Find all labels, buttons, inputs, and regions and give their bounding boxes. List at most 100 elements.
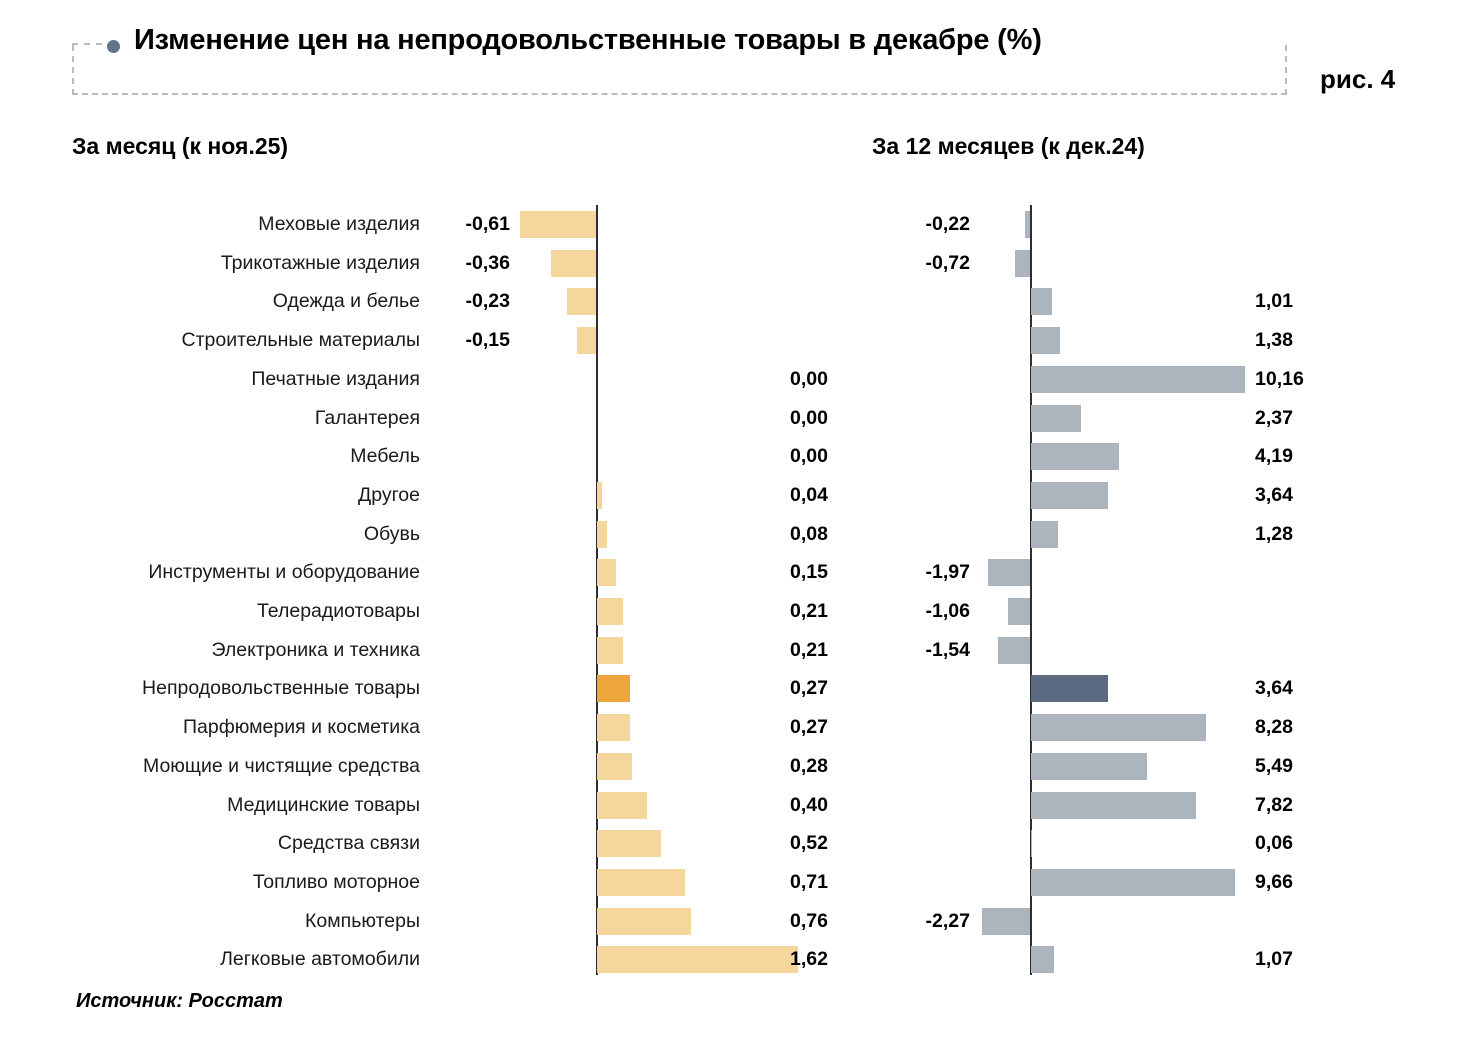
- value-label-month: -0,15: [465, 329, 510, 352]
- bar-year: [1007, 598, 1030, 625]
- bar-month: [597, 481, 602, 509]
- value-label-month: 0,00: [790, 445, 828, 468]
- bar-month: [597, 675, 631, 703]
- category-label: Мебель: [350, 445, 420, 468]
- bar-year: [1014, 249, 1030, 277]
- bar-year: [988, 559, 1030, 587]
- bar-month: [567, 288, 596, 316]
- value-label-month: 0,27: [790, 716, 828, 739]
- category-label: Меховые изделия: [258, 213, 420, 235]
- value-label-year: 10,16: [1255, 367, 1304, 390]
- value-label-month: 0,04: [790, 483, 828, 506]
- category-label: Галантерея: [314, 406, 420, 429]
- bar-month: [597, 791, 647, 819]
- chart-plot-area: Меховые изделия -0,61 -0,22 Трикотажные изд…: [0, 205, 1457, 975]
- table-row: Печатные издания 0,00 10,16: [0, 360, 1457, 399]
- table-row: Галантерея 0,00 2,37: [0, 399, 1457, 438]
- bar-year: [997, 636, 1030, 664]
- value-label-year: -2,27: [925, 909, 970, 932]
- zero-axis-right: [1030, 205, 1032, 975]
- value-label-month: 0,28: [790, 754, 828, 777]
- bar-month: [597, 520, 607, 548]
- table-row: Инструменты и оборудование 0,15 -1,97: [0, 553, 1457, 592]
- value-label-year: 9,66: [1255, 870, 1293, 893]
- value-label-month: 1,62: [790, 948, 828, 971]
- category-label: Другое: [358, 483, 420, 506]
- table-row: Моющие и чистящие средства 0,28 5,49: [0, 747, 1457, 786]
- zero-axis-left: [596, 205, 598, 975]
- bar-year: [1031, 675, 1108, 703]
- category-label: Телерадиотовары: [256, 600, 420, 622]
- bar-year: [1031, 520, 1058, 548]
- figure-number-label: рис. 4: [1320, 64, 1396, 94]
- bar-month: [597, 946, 798, 974]
- value-label-year: 3,64: [1255, 483, 1293, 506]
- bar-year: [1031, 288, 1053, 316]
- bar-year: [1031, 714, 1206, 742]
- category-label: Трикотажные изделия: [220, 251, 420, 274]
- table-row: Компьютеры 0,76 -2,27: [0, 902, 1457, 941]
- bar-month: [597, 636, 624, 664]
- value-label-year: 1,38: [1255, 329, 1293, 352]
- value-label-year: -1,06: [925, 600, 970, 622]
- category-label: Печатные издания: [251, 367, 420, 390]
- table-row: Строительные материалы -0,15 1,38: [0, 321, 1457, 360]
- value-label-year: 1,07: [1255, 948, 1293, 971]
- table-row: Другое 0,04 3,64: [0, 476, 1457, 515]
- value-label-month: 0,40: [790, 793, 828, 816]
- bar-month: [520, 211, 596, 238]
- value-label-month: 0,00: [790, 367, 828, 390]
- value-label-year: 0,06: [1255, 832, 1293, 855]
- bar-year: [982, 907, 1030, 935]
- value-label-month: 0,15: [790, 561, 828, 584]
- bar-month: [597, 868, 686, 896]
- value-label-month: -0,23: [465, 290, 510, 313]
- table-row: Легковые автомобили 1,62 1,07: [0, 940, 1457, 979]
- category-label: Топливо моторное: [252, 870, 420, 893]
- bar-month: [597, 598, 624, 625]
- decorative-dot-icon: [107, 40, 120, 53]
- value-label-year: 5,49: [1255, 754, 1293, 777]
- value-label-year: -0,22: [925, 213, 970, 235]
- value-label-month: -0,61: [465, 213, 510, 235]
- value-label-month: 0,08: [790, 522, 828, 545]
- bar-year: [1031, 404, 1081, 432]
- value-label-year: 8,28: [1255, 716, 1293, 739]
- bar-month: [577, 327, 596, 355]
- value-label-month: 0,76: [790, 909, 828, 932]
- table-row: Телерадиотовары 0,21 -1,06: [0, 592, 1457, 631]
- panel-heading-year: За 12 месяцев (к дек.24): [872, 133, 1145, 159]
- value-label-year: 2,37: [1255, 406, 1293, 429]
- value-label-month: 0,21: [790, 600, 828, 622]
- bar-month: [597, 714, 631, 742]
- value-label-month: 0,71: [790, 870, 828, 893]
- value-label-year: 4,19: [1255, 445, 1293, 468]
- chart-header: Изменение цен на непродовольственные тов…: [0, 0, 1457, 120]
- category-label: Медицинские товары: [227, 793, 420, 816]
- value-label-month: 0,21: [790, 638, 828, 661]
- panel-heading-month: За месяц (к ноя.25): [72, 133, 289, 159]
- value-label-year: 7,82: [1255, 793, 1293, 816]
- bar-year: [1031, 752, 1147, 780]
- bar-month: [597, 559, 616, 587]
- category-label: Обувь: [363, 522, 420, 545]
- table-row: Непродовольственные товары 0,27 3,64: [0, 669, 1457, 708]
- value-label-year: -1,54: [925, 638, 970, 661]
- table-row: Электроника и техника 0,21 -1,54: [0, 631, 1457, 670]
- page-title: Изменение цен на непродовольственные тов…: [134, 24, 1042, 56]
- category-label: Моющие и чистящие средства: [143, 754, 420, 777]
- bar-month: [597, 752, 632, 780]
- category-label: Электроника и техника: [211, 638, 420, 661]
- category-label: Инструменты и оборудование: [148, 561, 420, 584]
- value-label-year: -1,97: [925, 561, 970, 584]
- bar-year: [1031, 946, 1054, 974]
- table-row: Мебель 0,00 4,19: [0, 437, 1457, 476]
- category-label: Легковые автомобили: [220, 948, 420, 971]
- value-label-month: -0,36: [465, 251, 510, 274]
- table-row: Трикотажные изделия -0,36 -0,72: [0, 244, 1457, 283]
- value-label-year: -0,72: [925, 251, 970, 274]
- bar-year: [1031, 830, 1033, 858]
- bar-year: [1031, 481, 1108, 509]
- value-label-month: 0,27: [790, 677, 828, 700]
- value-label-year: 1,28: [1255, 522, 1293, 545]
